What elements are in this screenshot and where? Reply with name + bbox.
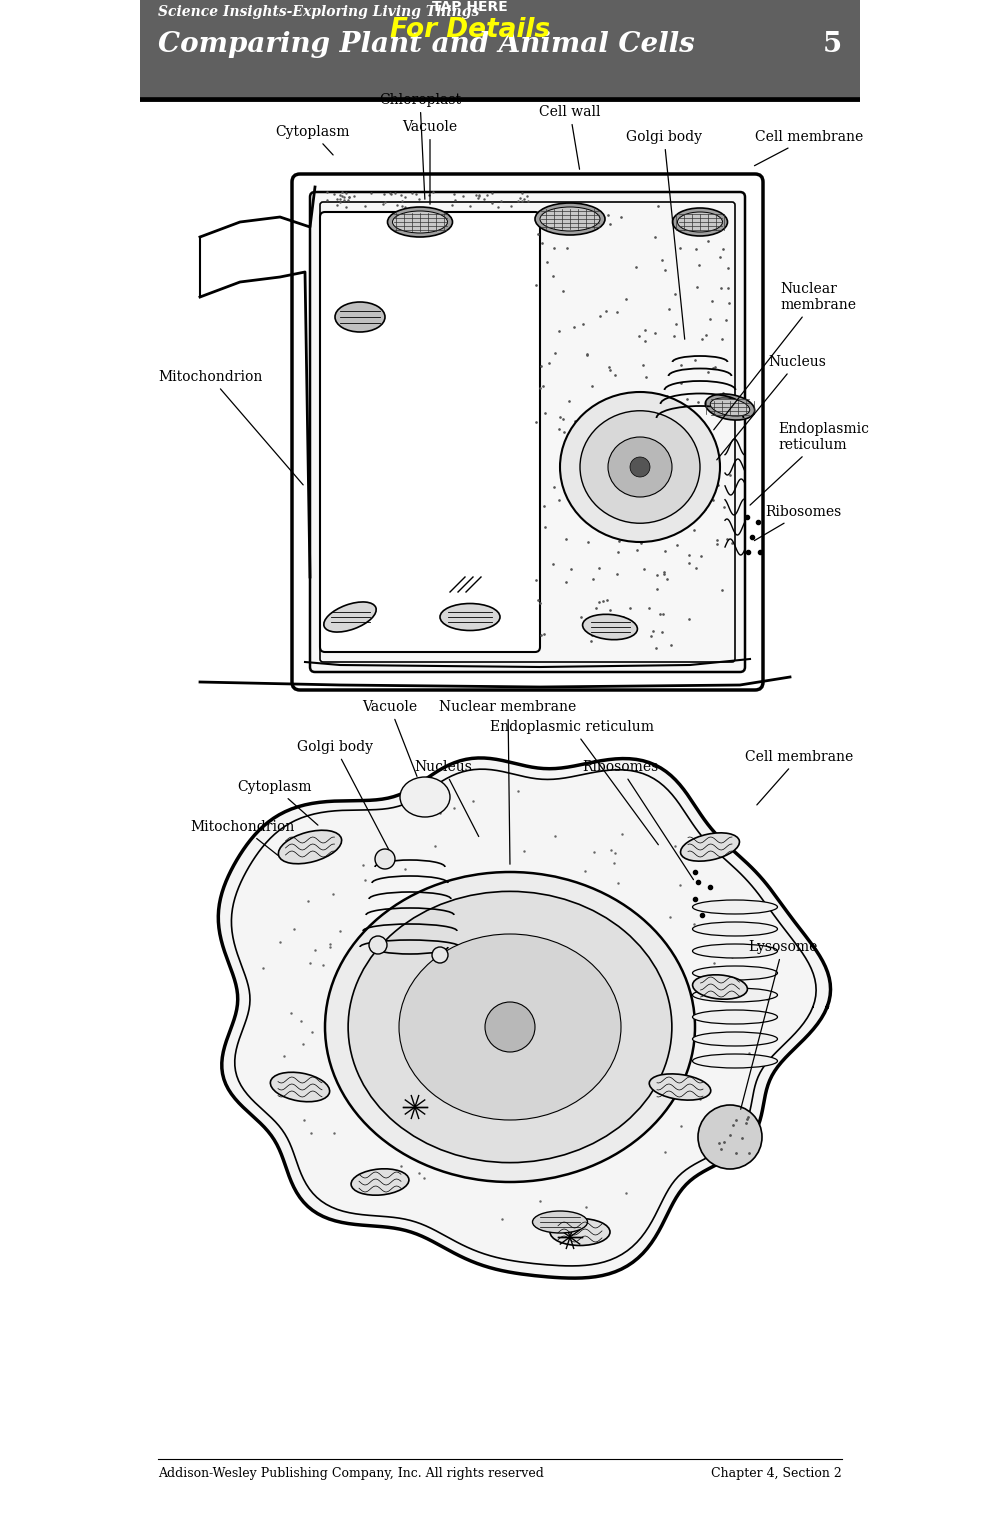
Text: TAP HERE: TAP HERE — [432, 0, 508, 14]
Text: Lysosome: Lysosome — [741, 941, 817, 1109]
Text: Golgi body: Golgi body — [297, 741, 389, 849]
Circle shape — [698, 1106, 762, 1170]
Ellipse shape — [335, 302, 385, 331]
Ellipse shape — [673, 208, 728, 237]
FancyBboxPatch shape — [320, 212, 540, 652]
Ellipse shape — [540, 208, 600, 231]
Ellipse shape — [693, 1032, 778, 1046]
Text: Ribosomes: Ribosomes — [582, 760, 693, 880]
Text: Ribosomes: Ribosomes — [754, 505, 841, 541]
Ellipse shape — [608, 437, 672, 496]
FancyBboxPatch shape — [320, 202, 735, 663]
Ellipse shape — [399, 935, 621, 1119]
Text: Cytoplasm: Cytoplasm — [238, 780, 318, 825]
Ellipse shape — [440, 603, 500, 631]
Ellipse shape — [278, 831, 342, 864]
Text: Chloroplast: Chloroplast — [379, 93, 461, 199]
Ellipse shape — [351, 1168, 409, 1196]
Ellipse shape — [681, 832, 739, 861]
Circle shape — [630, 457, 650, 476]
Ellipse shape — [693, 974, 747, 999]
Ellipse shape — [693, 944, 778, 957]
Ellipse shape — [693, 1054, 778, 1067]
Ellipse shape — [325, 872, 695, 1182]
Ellipse shape — [705, 394, 755, 420]
Text: Golgi body: Golgi body — [626, 130, 702, 339]
Circle shape — [375, 849, 395, 869]
Bar — [140, 0, 860, 98]
Text: Science Insights-Exploring Living Things: Science Insights-Exploring Living Things — [158, 5, 479, 18]
Ellipse shape — [392, 211, 448, 234]
Text: Cell membrane: Cell membrane — [754, 130, 863, 166]
Text: For Details: For Details — [390, 17, 550, 43]
FancyBboxPatch shape — [310, 192, 745, 672]
Ellipse shape — [550, 1219, 610, 1246]
Ellipse shape — [270, 1072, 330, 1102]
Ellipse shape — [678, 212, 723, 232]
Text: Nucleus: Nucleus — [414, 760, 479, 837]
Text: Vacuole: Vacuole — [362, 699, 418, 776]
Ellipse shape — [693, 967, 778, 980]
Text: Cytoplasm: Cytoplasm — [275, 125, 349, 154]
Text: Cell wall: Cell wall — [539, 105, 601, 169]
Text: Endoplasmic
reticulum: Endoplasmic reticulum — [750, 421, 869, 505]
Ellipse shape — [348, 892, 672, 1162]
Text: Endoplasmic reticulum: Endoplasmic reticulum — [490, 721, 658, 844]
Text: Comparing Plant and Animal Cells: Comparing Plant and Animal Cells — [158, 31, 695, 58]
Circle shape — [485, 1002, 535, 1052]
Ellipse shape — [580, 411, 700, 524]
Ellipse shape — [535, 203, 605, 235]
Ellipse shape — [400, 777, 450, 817]
Ellipse shape — [710, 399, 750, 415]
Ellipse shape — [560, 392, 720, 542]
Ellipse shape — [693, 1009, 778, 1025]
Text: 5: 5 — [823, 31, 842, 58]
Ellipse shape — [693, 899, 778, 915]
Text: Mitochondrion: Mitochondrion — [190, 820, 294, 855]
Ellipse shape — [324, 602, 376, 632]
Text: Mitochondrion: Mitochondrion — [158, 370, 303, 486]
Ellipse shape — [583, 614, 637, 640]
Text: Nucleus: Nucleus — [717, 354, 826, 460]
Text: Addison-Wesley Publishing Company, Inc. All rights reserved: Addison-Wesley Publishing Company, Inc. … — [158, 1467, 544, 1480]
Text: Nuclear membrane: Nuclear membrane — [439, 699, 577, 864]
Ellipse shape — [533, 1211, 588, 1232]
Ellipse shape — [693, 922, 778, 936]
Ellipse shape — [693, 988, 778, 1002]
Circle shape — [369, 936, 387, 954]
Text: Chapter 4, Section 2: Chapter 4, Section 2 — [711, 1467, 842, 1480]
Polygon shape — [218, 757, 831, 1278]
Circle shape — [432, 947, 448, 964]
Ellipse shape — [388, 208, 452, 237]
Text: Cell membrane: Cell membrane — [745, 750, 853, 805]
Text: Vacuole: Vacuole — [402, 121, 458, 205]
Text: Nuclear
membrane: Nuclear membrane — [714, 282, 856, 429]
Ellipse shape — [649, 1073, 711, 1099]
